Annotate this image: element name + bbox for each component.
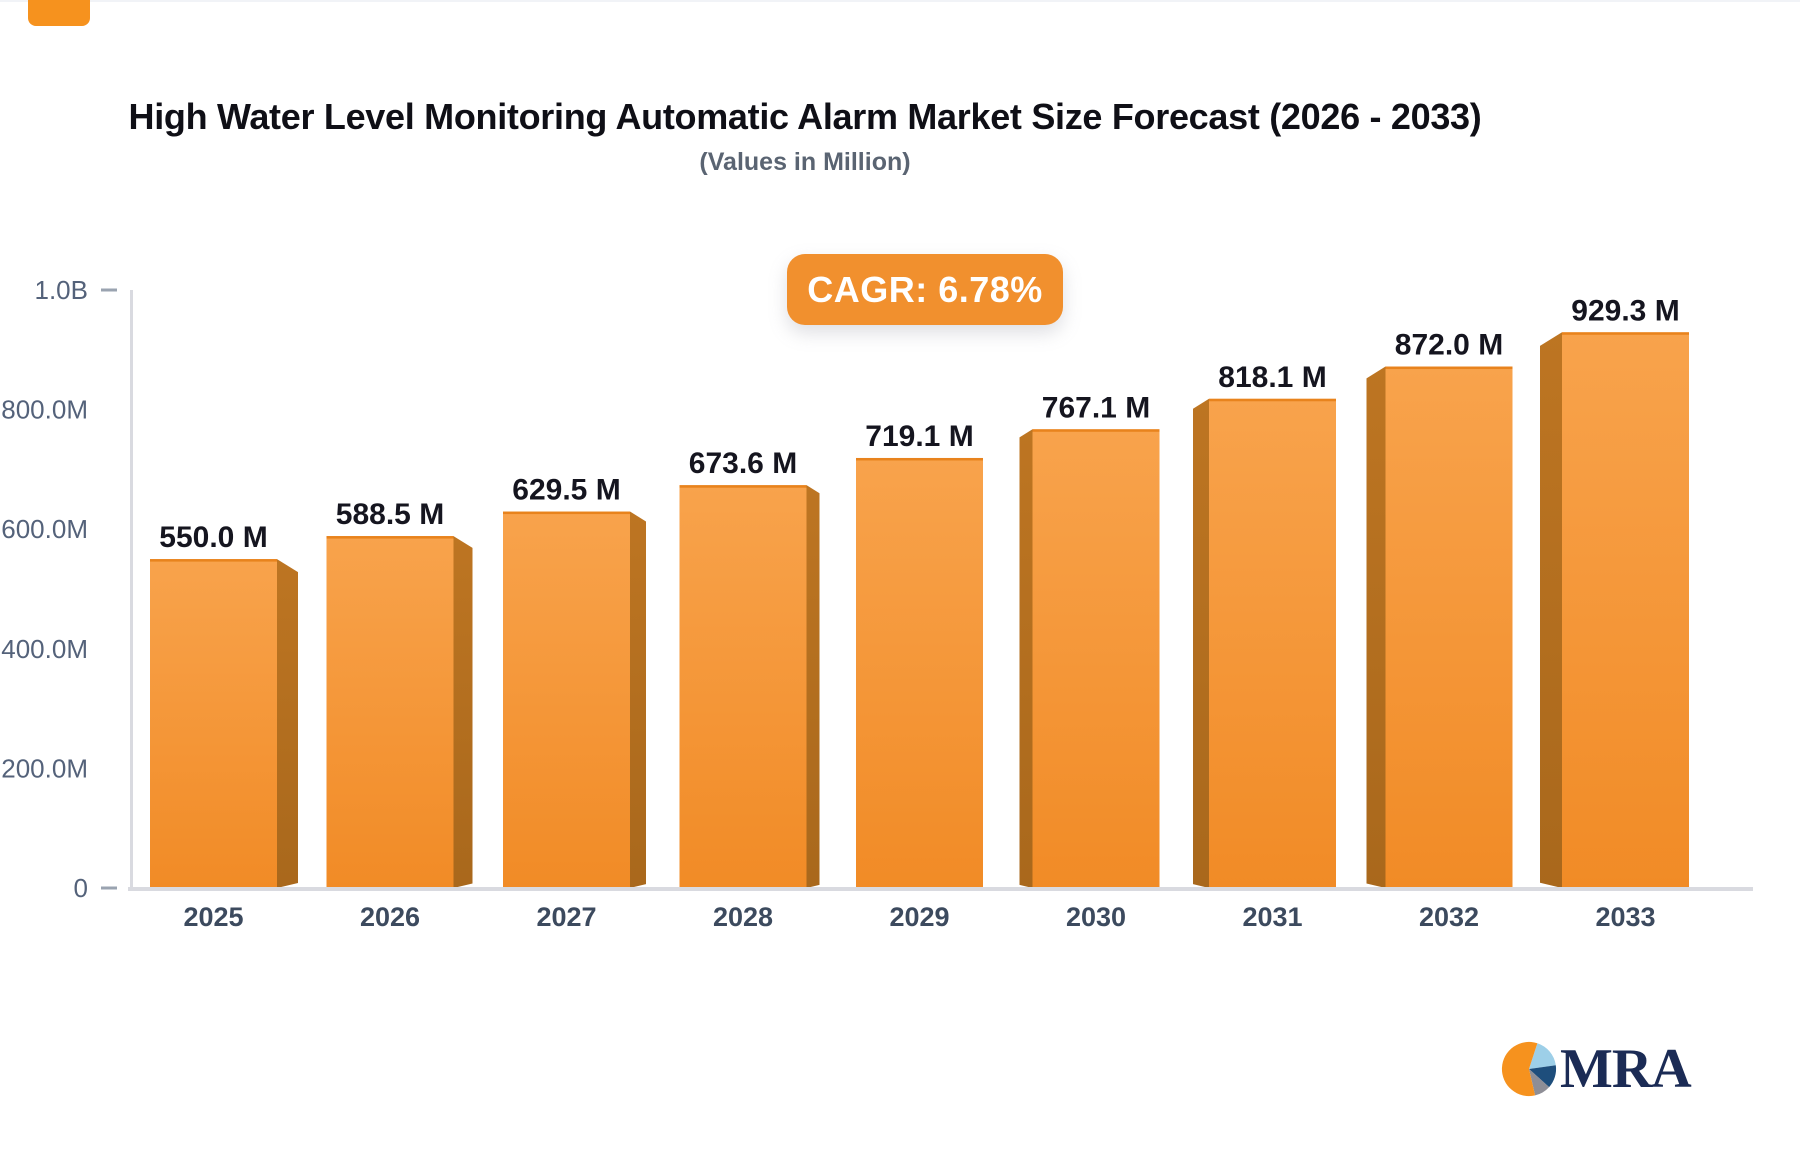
bar-top-edge-2027 — [503, 511, 630, 515]
pie-slice-orange — [1501, 1041, 1538, 1097]
cagr-badge: CAGR: 6.78% — [787, 254, 1063, 325]
bar-top-edge-2030 — [1032, 429, 1160, 432]
y-axis-label-800.0M: 800.0M — [1, 395, 88, 425]
bar-2032 — [1385, 366, 1513, 888]
x-axis-label-2031: 2031 — [1242, 902, 1302, 932]
bar-value-label-2029: 719.1 M — [865, 420, 973, 453]
pie-slice-navy — [1529, 1065, 1557, 1088]
bar-top-edge-2031 — [1209, 398, 1336, 402]
y-axis-label-600.0M: 600.0M — [1, 514, 88, 544]
x-axis-label-2029: 2029 — [889, 902, 949, 932]
bar-top-edge-2032 — [1385, 366, 1513, 370]
bar-value-label-2032: 872.0 M — [1395, 329, 1503, 362]
mra-logo: MRA — [1500, 1038, 1692, 1100]
bar-value-label-2031: 818.1 M — [1218, 361, 1326, 394]
bar-value-label-2027: 629.5 M — [512, 474, 620, 507]
bar-2029 — [856, 457, 983, 888]
bar-2028 — [679, 485, 807, 888]
bar-top-edge-2026 — [326, 536, 454, 539]
x-axis-label-2028: 2028 — [713, 902, 773, 932]
y-axis-label-1.0B: 1.0B — [35, 275, 89, 305]
mra-pie-icon — [1501, 1041, 1557, 1097]
bar-2031 — [1209, 398, 1336, 888]
bar-top-edge-2033 — [1562, 332, 1689, 335]
mra-logo-text: MRA — [1560, 1038, 1692, 1100]
bar-side-2031 — [1193, 398, 1209, 888]
bar-side-2032 — [1366, 366, 1386, 888]
x-axis-label-2030: 2030 — [1066, 902, 1126, 932]
bar-value-label-2026: 588.5 M — [336, 498, 444, 531]
bar-side-2028 — [806, 485, 820, 888]
bar-side-2025 — [277, 559, 298, 888]
bar-value-label-2030: 767.1 M — [1042, 391, 1150, 424]
bar-side-2030 — [1019, 429, 1033, 888]
pie-slice-gray — [1529, 1069, 1550, 1096]
top-edge-divider — [0, 0, 1800, 2]
pie-slice-light-blue — [1529, 1043, 1556, 1069]
x-axis-label-2027: 2027 — [536, 902, 596, 932]
y-axis-label-400.0M: 400.0M — [1, 634, 88, 664]
bar-top-edge-2029 — [856, 457, 983, 461]
page-subtitle: (Values in Million) — [699, 148, 911, 176]
bar-side-2033 — [1540, 332, 1562, 889]
bar-side-2026 — [453, 536, 473, 888]
x-axis-label-2033: 2033 — [1595, 902, 1655, 932]
y-axis-label-200.0M: 200.0M — [1, 753, 88, 783]
bar-2030 — [1032, 429, 1160, 888]
bar-value-label-2028: 673.6 M — [689, 447, 797, 480]
bar-value-label-2033: 929.3 M — [1571, 294, 1679, 327]
bar-2027 — [503, 511, 630, 888]
bar-2033 — [1562, 332, 1689, 889]
page-title: High Water Level Monitoring Automatic Al… — [128, 96, 1482, 137]
bar-2026 — [326, 536, 454, 888]
bar-2025 — [150, 559, 277, 888]
bar-side-2027 — [630, 511, 646, 888]
bar-top-edge-2028 — [679, 485, 807, 488]
x-axis-label-2025: 2025 — [183, 902, 243, 932]
x-axis-label-2032: 2032 — [1419, 902, 1479, 932]
y-axis-label-0: 0 — [74, 873, 88, 903]
bar-value-label-2025: 550.0 M — [159, 521, 267, 554]
bar-top-edge-2025 — [150, 559, 277, 562]
x-axis-label-2026: 2026 — [360, 902, 420, 932]
corner-tab — [28, 0, 90, 26]
